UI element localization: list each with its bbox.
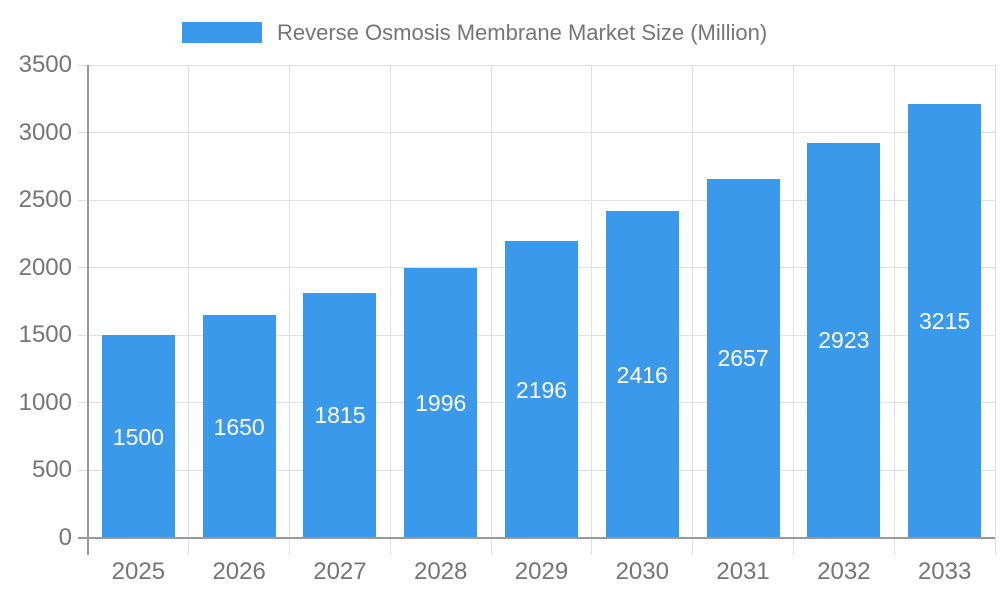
x-axis-tick xyxy=(389,538,391,555)
y-axis-label: 2500 xyxy=(18,186,72,214)
y-axis-tick xyxy=(78,469,88,471)
y-axis-label: 500 xyxy=(31,456,72,484)
x-axis-tick xyxy=(893,538,895,555)
x-axis-label: 2031 xyxy=(716,558,770,585)
y-axis-tick xyxy=(78,199,88,201)
y-axis-label: 3500 xyxy=(18,51,72,78)
x-axis-label: 2027 xyxy=(313,558,367,585)
y-axis-label: 2000 xyxy=(18,253,72,281)
x-axis-tick xyxy=(289,538,291,555)
gridline-horizontal xyxy=(88,199,995,201)
bar-value-label: 2657 xyxy=(717,345,769,372)
x-axis-label: 2029 xyxy=(514,558,569,585)
bar-value-label: 2416 xyxy=(616,361,668,388)
y-axis-label: 1500 xyxy=(18,321,72,349)
gridline-vertical xyxy=(893,65,895,538)
bar[interactable] xyxy=(303,292,377,538)
legend-swatch-icon xyxy=(182,22,262,43)
x-axis-tick xyxy=(591,538,593,555)
gridline-vertical xyxy=(692,65,694,538)
gridline-horizontal xyxy=(88,132,995,134)
y-axis-label: 1000 xyxy=(18,388,72,416)
legend-label: Reverse Osmosis Membrane Market Size (Mi… xyxy=(277,20,768,45)
gridline-vertical xyxy=(188,65,190,538)
legend-item[interactable]: Reverse Osmosis Membrane Market Size (Mi… xyxy=(182,21,767,44)
x-axis-label: 2026 xyxy=(212,558,266,585)
y-axis-tick xyxy=(78,267,88,269)
bar[interactable] xyxy=(706,178,780,538)
gridline-vertical xyxy=(289,65,291,538)
bar[interactable] xyxy=(505,241,578,538)
y-axis-tick xyxy=(78,402,88,404)
y-axis-tick xyxy=(78,132,88,134)
bar-value-label: 1650 xyxy=(213,413,265,440)
bar-value-label: 2196 xyxy=(515,376,568,403)
gridline-vertical xyxy=(591,65,593,538)
bar[interactable] xyxy=(807,142,881,538)
bar[interactable] xyxy=(404,268,478,538)
x-axis-tick xyxy=(188,538,190,555)
x-axis-label: 2032 xyxy=(817,558,871,585)
x-axis-tick xyxy=(994,538,996,555)
x-axis-line xyxy=(78,537,995,539)
bar[interactable] xyxy=(202,315,276,538)
gridline-vertical xyxy=(994,65,996,538)
bar[interactable] xyxy=(605,211,679,538)
x-axis-tick xyxy=(692,538,694,555)
y-axis-tick xyxy=(78,64,88,66)
gridline-vertical xyxy=(389,65,391,538)
x-axis-label: 2025 xyxy=(111,558,166,585)
bar-value-label: 1996 xyxy=(415,390,467,417)
bar-value-label: 1500 xyxy=(112,423,164,450)
bar[interactable] xyxy=(908,103,982,538)
x-axis-label: 2028 xyxy=(414,558,468,585)
x-axis-tick xyxy=(490,538,492,555)
gridline-vertical xyxy=(490,65,492,538)
y-axis-line xyxy=(87,65,89,555)
y-axis-tick xyxy=(78,334,88,336)
y-axis-label: 0 xyxy=(58,524,72,551)
bar-value-label: 3215 xyxy=(919,307,971,334)
gridline-horizontal xyxy=(88,64,995,66)
gridline-vertical xyxy=(792,65,794,538)
bar-value-label: 2923 xyxy=(818,327,870,354)
x-axis-label: 2033 xyxy=(917,558,972,585)
y-axis-label: 3000 xyxy=(18,118,72,146)
bar-value-label: 1815 xyxy=(314,402,366,429)
x-axis-label: 2030 xyxy=(615,558,669,585)
x-axis-tick xyxy=(792,538,794,555)
bar[interactable] xyxy=(101,335,175,538)
